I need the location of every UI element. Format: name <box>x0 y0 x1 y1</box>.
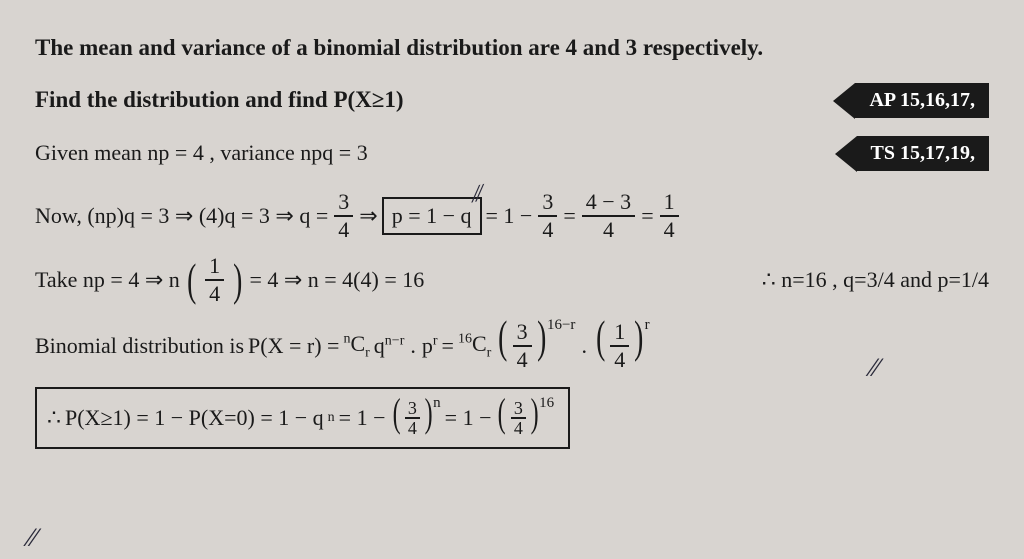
term-3-4-16: ( 3 4 ) 16 <box>495 399 554 437</box>
frac-3-4-b: 3 4 <box>538 191 557 241</box>
line-binom: Binomial distribution is P(X = r) = nCr … <box>35 321 989 371</box>
binom-label: Binomial distribution is <box>35 333 244 359</box>
now-lead: Now, (np)q = 3 ⇒ (4)q = 3 ⇒ q = <box>35 203 328 229</box>
paren-open: ( <box>187 264 196 296</box>
frac-1-4-binom: 1 4 <box>610 321 629 371</box>
dot1: . <box>410 333 416 359</box>
eq1: = 1 − <box>486 203 533 229</box>
frac-1-4: 1 4 <box>660 191 679 241</box>
scribble-right: ⁄⁄ <box>870 353 879 383</box>
therefore-sym: ∴ <box>47 405 61 431</box>
scribble-top: ⁄⁄ <box>471 180 484 208</box>
term-3-4-16r: ( 3 4 ) 16−r <box>495 321 575 371</box>
final-p1: P(X≥1) = 1 − P(X=0) = 1 − q <box>65 405 324 431</box>
binom-p1: P(X = r) = <box>248 333 339 359</box>
given-text: Given mean np = 4 , variance npq = 3 <box>35 140 368 166</box>
prompt-text: Find the distribution and find P(X≥1) <box>35 87 404 113</box>
term-3-4-n: ( 3 4 ) n <box>390 399 441 437</box>
eq: = <box>442 333 454 359</box>
frac-3-4-a: 3 4 <box>334 191 353 241</box>
final-eq2: = 1 − <box>445 405 492 431</box>
question-text: The mean and variance of a binomial dist… <box>35 30 989 67</box>
frac-3-4-binom: 3 4 <box>513 321 532 371</box>
take-left: Take np = 4 ⇒ n ( 1 4 ) = 4 ⇒ n = 4(4) =… <box>35 255 424 305</box>
line-take: Take np = 4 ⇒ n ( 1 4 ) = 4 ⇒ n = 4(4) =… <box>35 255 989 305</box>
given-row: Given mean np = 4 , variance npq = 3 TS … <box>35 136 989 171</box>
take-lead: Take np = 4 ⇒ n <box>35 267 180 293</box>
line-now: Now, (np)q = 3 ⇒ (4)q = 3 ⇒ q = 3 4 ⇒ ⁄⁄… <box>35 191 989 241</box>
frac-4m3-4: 4 − 3 4 <box>582 191 635 241</box>
arrow: ⇒ <box>359 203 377 229</box>
therefore-n: ∴ n=16 , q=3/4 and p=1/4 <box>762 267 989 293</box>
line-final: ∴ P(X≥1) = 1 − P(X=0) = 1 − qn = 1 − ( 3… <box>35 387 989 449</box>
final-box: ∴ P(X≥1) = 1 − P(X=0) = 1 − qn = 1 − ( 3… <box>35 387 570 449</box>
paren-close: ) <box>233 264 242 296</box>
16Cr: 16Cr <box>458 331 491 361</box>
badge-ts: TS 15,17,19, <box>857 136 989 171</box>
take-trail: = 4 ⇒ n = 4(4) = 16 <box>249 267 424 293</box>
eq2: = <box>563 203 575 229</box>
eq3: = <box>641 203 653 229</box>
term-1-4-r: ( 1 4 ) r <box>593 321 650 371</box>
q-pow: qn−r <box>374 333 405 359</box>
p-pow: pr <box>422 333 438 359</box>
final-eq1: = 1 − <box>339 405 386 431</box>
p-box: ⁄⁄ p = 1 − q <box>382 197 482 235</box>
dot2: . <box>581 333 587 359</box>
badge-ap: AP 15,16,17, <box>855 83 989 118</box>
prompt-row: Find the distribution and find P(X≥1) AP… <box>35 83 989 118</box>
frac-1-4-take: 1 4 <box>205 255 224 305</box>
nCr: nCr <box>343 331 369 361</box>
scribble-bottom: ⁄⁄ <box>28 523 37 553</box>
